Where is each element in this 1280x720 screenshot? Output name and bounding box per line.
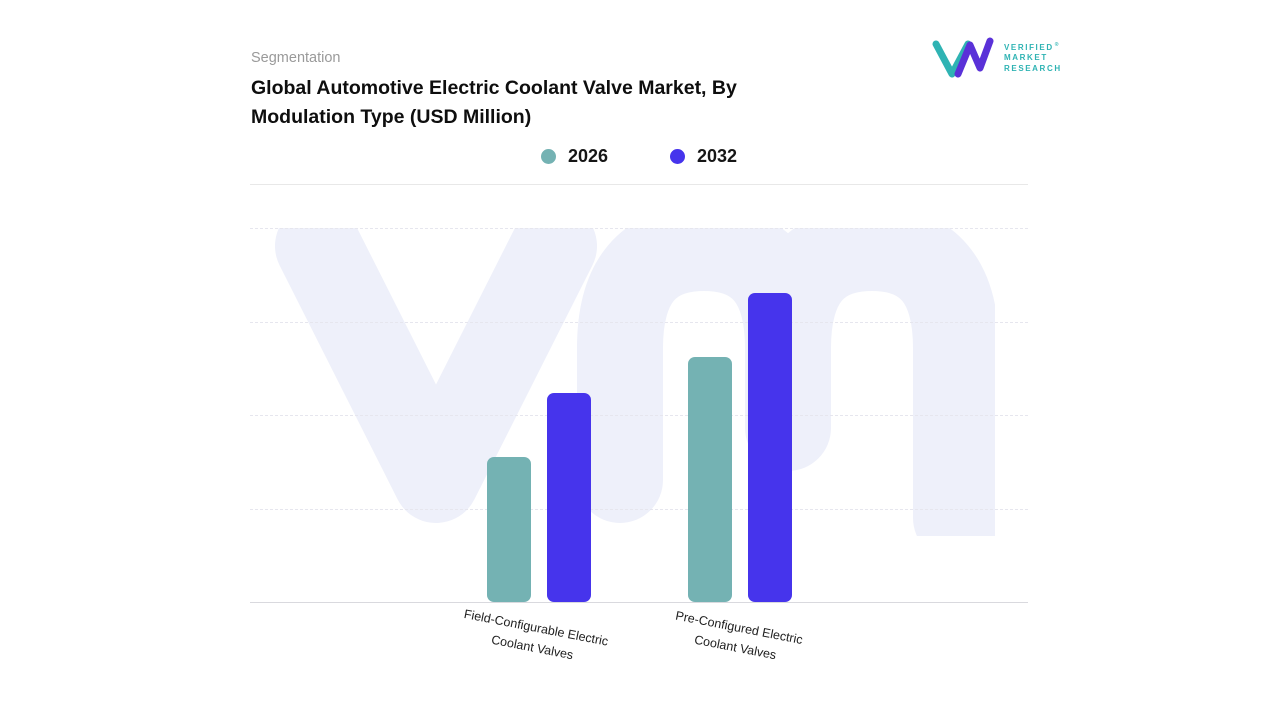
gridline: [250, 508, 1028, 510]
bar-2032-category-1[interactable]: [546, 392, 591, 602]
vmr-logo-text: VERIFIED ® MARKET RESEARCH: [1004, 41, 1062, 74]
vmr-logo-word-verified: VERIFIED: [1004, 42, 1054, 52]
gridline: [250, 415, 1028, 416]
legend-item-2032[interactable]: 2032: [670, 146, 737, 167]
gridline: [250, 321, 1028, 323]
vmr-logo-monogram: [932, 37, 994, 78]
bar-2032-category-2[interactable]: [747, 292, 792, 602]
vmr-logo-line-research: RESEARCH: [1004, 63, 1062, 73]
segmentation-label: Segmentation: [251, 50, 341, 66]
header-divider: [250, 184, 1028, 185]
gridline: [250, 228, 1028, 229]
legend-label-2026: 2026: [567, 146, 608, 166]
vmr-logo-line-market: MARKET: [1004, 53, 1048, 63]
bars-row: [250, 228, 1028, 602]
legend-label-2032: 2032: [697, 146, 738, 166]
bar-group-1: [486, 228, 591, 602]
bar-group-2: [687, 228, 792, 602]
chart-legend: 2026 2032: [250, 146, 1028, 167]
page-title-line-2: Modulation Type (USD Million): [251, 106, 532, 128]
x-axis-label-field-configurable: Field-Configurable Electric Coolant Valv…: [462, 606, 610, 663]
bar-2026-category-1[interactable]: [486, 457, 531, 602]
legend-item-2026[interactable]: 2026: [540, 146, 608, 167]
page-title-line-1: Global Automotive Electric Coolant Valve…: [251, 77, 737, 99]
x-axis-label-pre-configured: Pre-Configured Electric Coolant Valves: [674, 608, 804, 663]
bar-2026-category-2[interactable]: [687, 356, 732, 602]
vmr-logo-line-verified: VERIFIED ®: [1004, 41, 1062, 53]
legend-swatch-2026: [540, 149, 556, 164]
bar-chart: [250, 228, 1028, 603]
registered-trademark-icon: ®: [1054, 41, 1060, 48]
vmr-logo: VERIFIED ® MARKET RESEARCH: [930, 36, 1062, 80]
page-title: Global Automotive Electric Coolant Valve…: [251, 74, 851, 132]
legend-swatch-2032: [670, 149, 685, 164]
